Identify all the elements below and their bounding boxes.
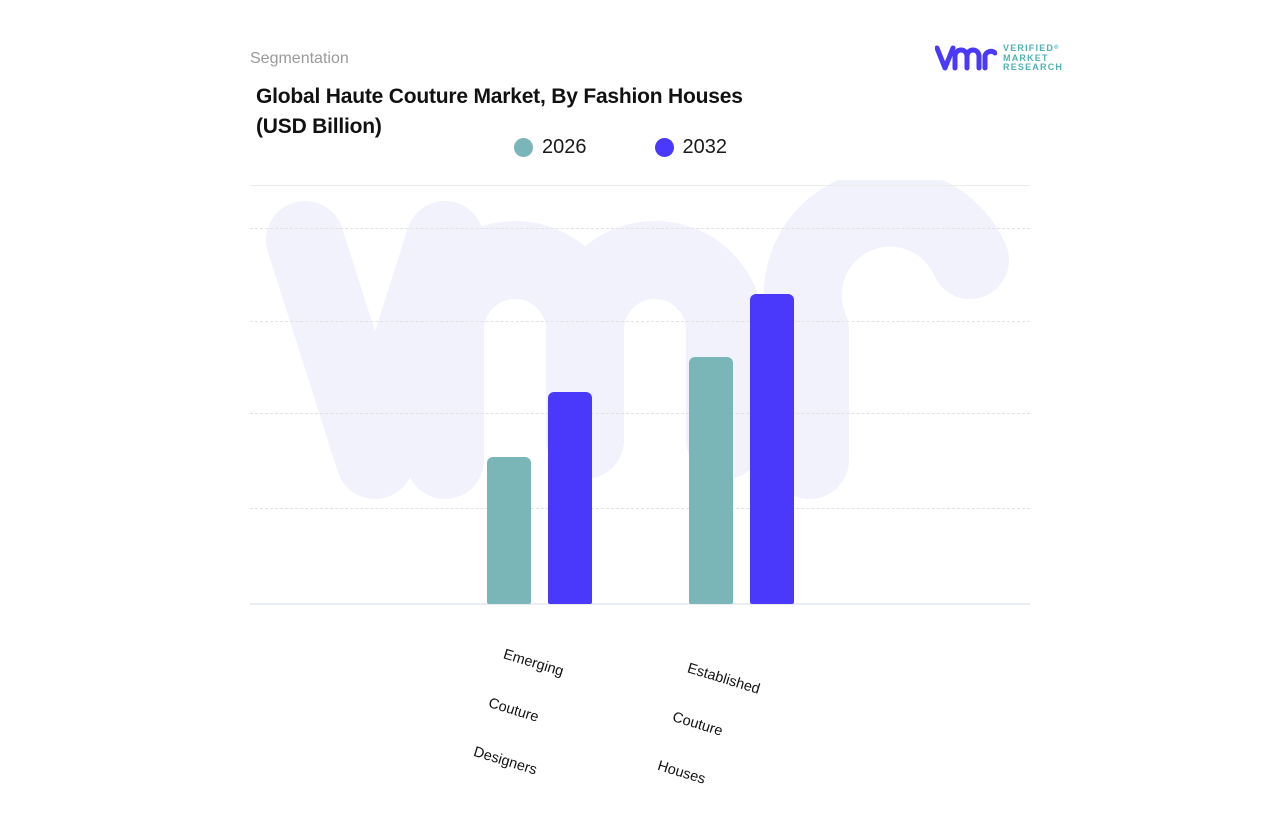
x-label-line: Couture: [486, 695, 541, 726]
bar-emerging-2032: [548, 392, 592, 604]
legend-item-2026: 2026: [514, 136, 587, 159]
x-label-established: Established Couture Houses: [650, 628, 771, 812]
section-label: Segmentation: [250, 50, 349, 67]
logo-text-verified: VERIFIED: [1003, 43, 1055, 53]
gridline: [250, 228, 1030, 229]
logo-text-research: RESEARCH: [1003, 62, 1064, 72]
bar-emerging-2026: [487, 457, 531, 604]
plot-area: [250, 180, 1030, 620]
gridline: [250, 508, 1030, 509]
chart-title-line2: (USD Billion): [256, 115, 382, 138]
brand-logo: VERIFIED® MARKET RESEARCH: [935, 43, 1064, 73]
registered-mark: ®: [1054, 45, 1060, 51]
gridline: [250, 413, 1030, 414]
vmr-logo-icon: [935, 45, 997, 71]
x-label-line: Couture: [670, 709, 725, 740]
gridline-top: [250, 185, 1030, 186]
x-axis-baseline: [250, 603, 1030, 605]
bar-established-2032: [750, 294, 794, 604]
legend-item-2032: 2032: [654, 136, 728, 159]
chart-title: Global Haute Couture Market, By Fashion …: [256, 82, 816, 142]
gridline: [250, 321, 1030, 322]
x-label-line: Designers: [471, 744, 539, 779]
logo-text: VERIFIED® MARKET RESEARCH: [1003, 43, 1064, 73]
legend-label-2026: 2026: [542, 136, 587, 158]
legend-swatch-2032: [654, 138, 674, 157]
vmr-watermark-icon: [266, 180, 1009, 499]
x-label-line: Emerging: [501, 646, 566, 680]
legend-swatch-2026: [514, 138, 533, 157]
x-label-line: Established: [685, 660, 762, 698]
chart-legend: 2026 2032: [514, 136, 727, 159]
logo-text-market: MARKET: [1003, 52, 1049, 63]
x-label-line: Houses: [655, 758, 708, 788]
chart-title-line1: Global Haute Couture Market, By Fashion …: [256, 85, 743, 108]
x-label-emerging: Emerging Couture Designers: [466, 614, 578, 796]
legend-label-2032: 2032: [682, 136, 728, 158]
bar-established-2026: [689, 357, 733, 604]
